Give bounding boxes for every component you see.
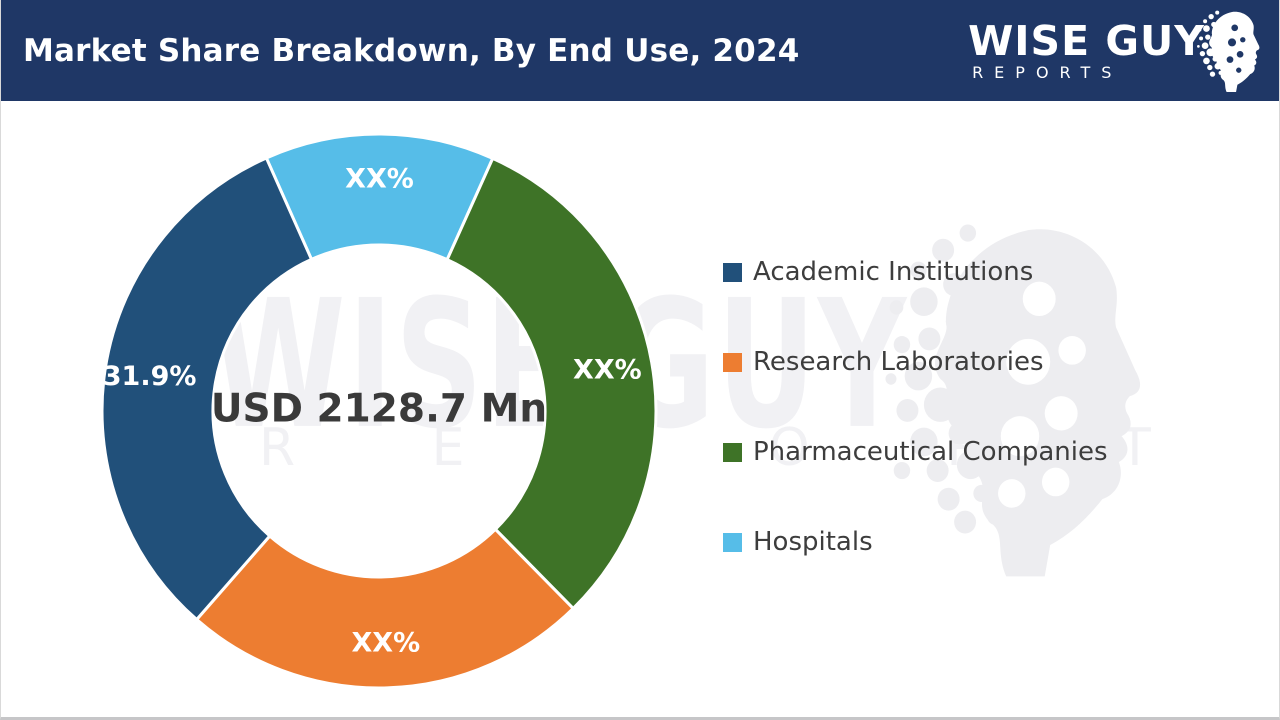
legend-label: Research Laboratories — [753, 347, 1044, 377]
slice-label-academic-institutions: 31.9% — [103, 361, 197, 392]
legend-label: Academic Institutions — [753, 257, 1034, 287]
legend-swatch — [723, 442, 742, 462]
legend-item-hospitals: Hospitals — [723, 529, 1108, 555]
legend-swatch — [723, 352, 742, 372]
header-bar: Market Share Breakdown, By End Use, 2024… — [1, 0, 1279, 101]
brand-name: WISE GUY — [968, 16, 1205, 65]
chart-legend: Academic Institutions Research Laboratori… — [723, 259, 1108, 555]
page-title: Market Share Breakdown, By End Use, 2024 — [23, 32, 800, 69]
brand-subname: REPORTS — [972, 62, 1123, 82]
donut-slice-academic-institutions — [100, 155, 314, 622]
legend-label: Hospitals — [753, 527, 873, 557]
donut-slice-research-laboratories — [194, 527, 576, 690]
legend-label: Pharmaceutical Companies — [753, 437, 1108, 467]
donut-slice-pharmaceutical-companies — [445, 156, 658, 611]
slice-label-hospitals: XX% — [345, 164, 414, 195]
legend-swatch — [723, 262, 742, 282]
legend-swatch — [723, 532, 742, 552]
brand-face-icon — [1197, 10, 1260, 92]
legend-item-research-laboratories: Research Laboratories — [723, 349, 1108, 375]
donut-chart: XX% XX% XX% 31.9% — [100, 132, 658, 690]
legend-item-academic-institutions: Academic Institutions — [723, 259, 1108, 285]
slice-label-research-laboratories: XX% — [351, 627, 420, 658]
slice-label-pharmaceutical-companies: XX% — [573, 355, 642, 386]
donut-center-value: USD 2128.7 Mn — [210, 386, 548, 432]
brand-logo: WISE GUY REPORTS — [968, 8, 1267, 94]
legend-item-pharmaceutical-companies: Pharmaceutical Companies — [723, 439, 1108, 465]
watermark-face-icon — [885, 224, 1141, 577]
